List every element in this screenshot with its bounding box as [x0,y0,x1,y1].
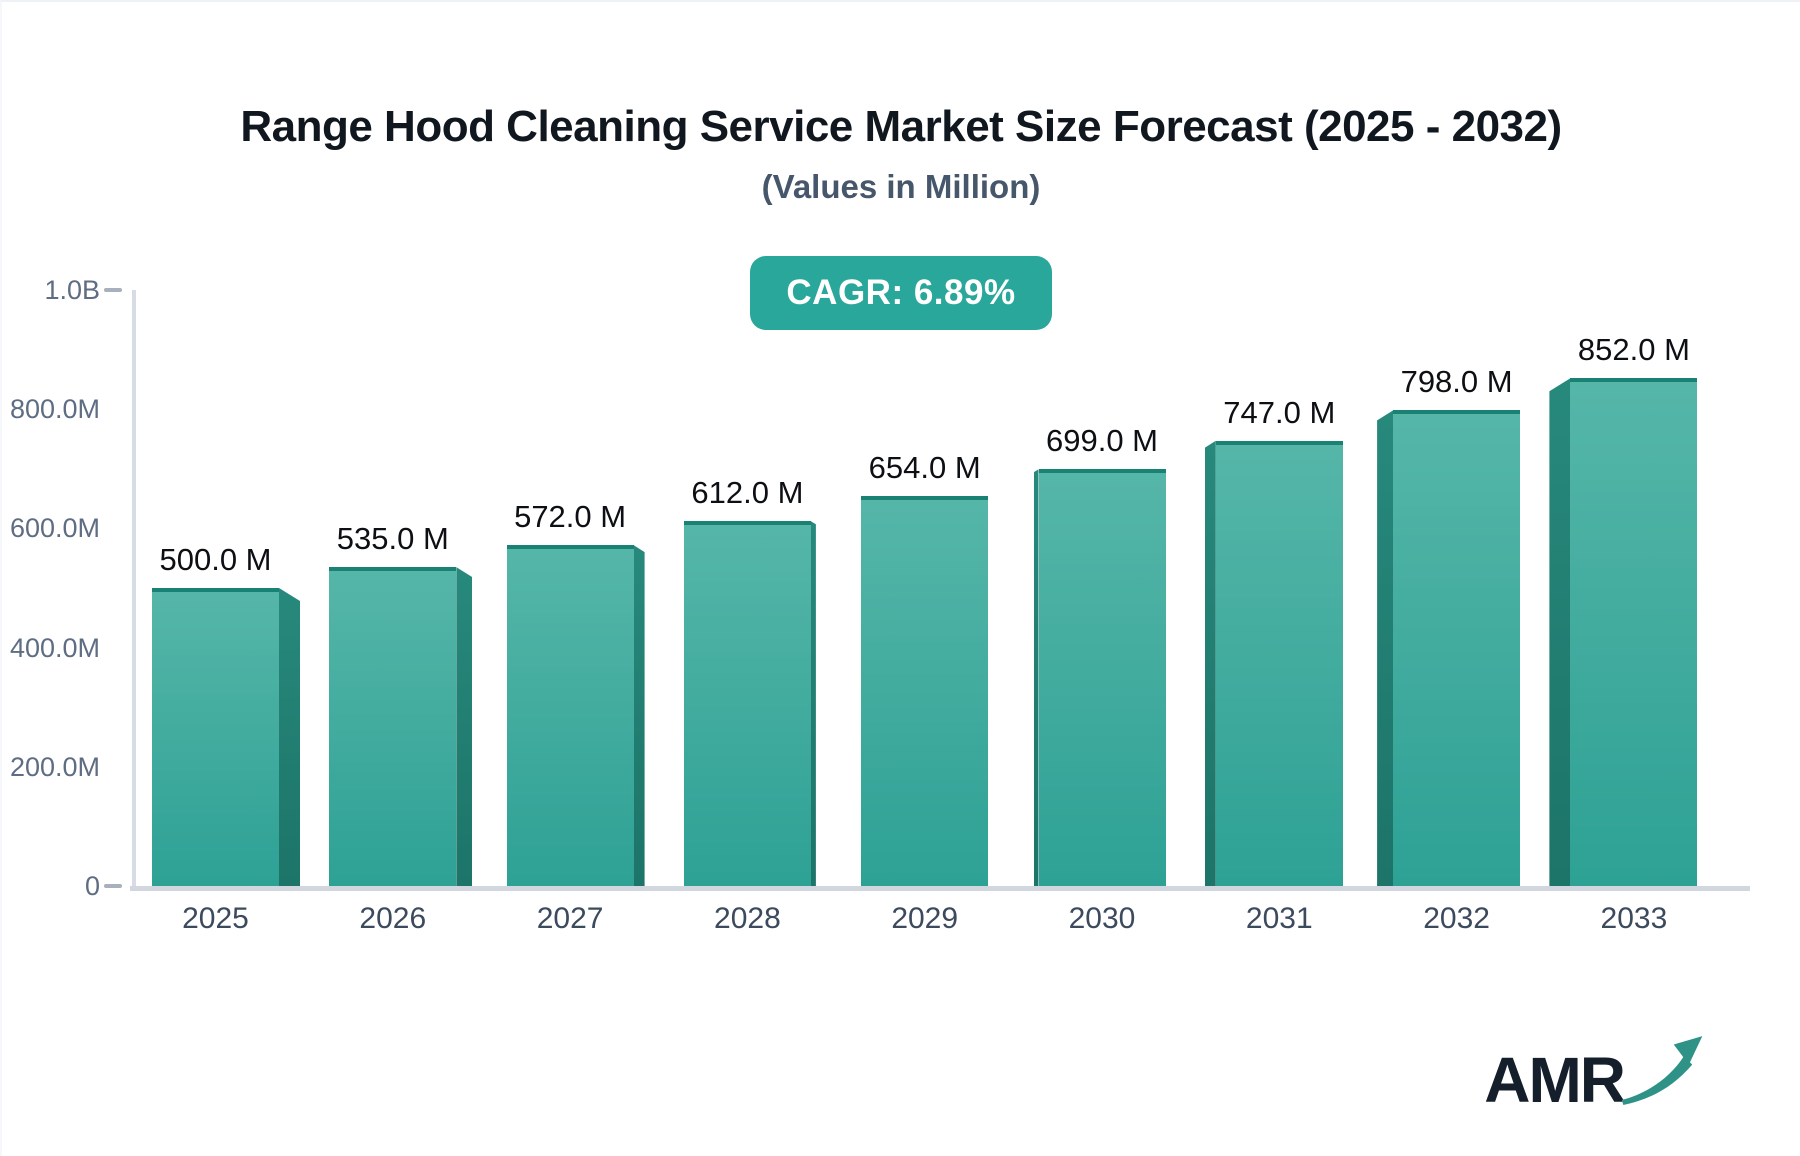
y-axis-line [132,290,136,891]
bar-value-label: 572.0 M [514,499,627,535]
x-axis-line [130,886,1750,891]
x-tick-label: 2026 [359,902,427,935]
bar-side-face [279,588,300,886]
growth-arrow-icon [1620,1031,1704,1110]
bar-value-label: 612.0 M [691,475,804,511]
bar-value-label: 699.0 M [1045,423,1158,459]
bar-value-label: 535.0 M [336,521,449,557]
cagr-badge: CAGR: 6.89% [750,256,1052,330]
x-tick-label: 2033 [1600,902,1668,935]
y-tick-dash [104,288,122,292]
y-tick-label: 600.0M [9,513,100,544]
bar-2031[interactable] [1215,440,1343,886]
bar-2026[interactable] [329,567,457,886]
bar-2029[interactable] [861,496,989,886]
amr-logo-text: AMR [1484,1044,1626,1117]
x-tick-label: 2032 [1423,902,1490,935]
x-tick-label: 2030 [1068,902,1136,935]
bar-value-label: 654.0 M [868,450,981,486]
bar-value-label: 798.0 M [1400,364,1513,400]
y-tick-dash [104,884,122,888]
bar-2032[interactable] [1393,410,1521,886]
y-tick-label: 800.0M [9,394,100,425]
y-tick-label: 400.0M [9,632,100,663]
bar-value-label: 852.0 M [1577,332,1690,368]
badge-row: CAGR: 6.89% [2,256,1800,330]
y-tick-label: 200.0M [9,751,100,782]
x-tick-label: 2028 [714,902,781,935]
x-tick-label: 2027 [536,902,604,935]
bar-side-face [456,567,473,886]
bar-2028[interactable] [683,521,811,886]
y-tick-label: 1.0B [44,275,100,305]
bar-2033[interactable] [1570,378,1698,886]
bar-side-face [1377,410,1394,886]
bar-2027[interactable] [506,545,634,886]
chart-title: Range Hood Cleaning Service Market Size … [240,102,1562,151]
bar-side-face [1549,378,1571,886]
x-tick-label: 2031 [1245,902,1313,935]
bar-2025[interactable] [152,588,279,886]
bar-2030[interactable] [1038,469,1166,886]
bar-side-face [1033,469,1039,886]
x-tick-label: 2025 [182,902,249,935]
x-tick-label: 2029 [891,902,959,935]
y-tick-label: 0 [84,871,100,901]
chart-subtitle: (Values in Million) [761,168,1041,205]
bar-side-face [633,545,645,886]
bar-value-label: 747.0 M [1223,394,1336,430]
bar-side-face [810,521,816,886]
bar-value-label: 500.0 M [159,542,272,577]
amr-logo: AMR [1484,1031,1704,1117]
bar-side-face [1204,440,1216,886]
